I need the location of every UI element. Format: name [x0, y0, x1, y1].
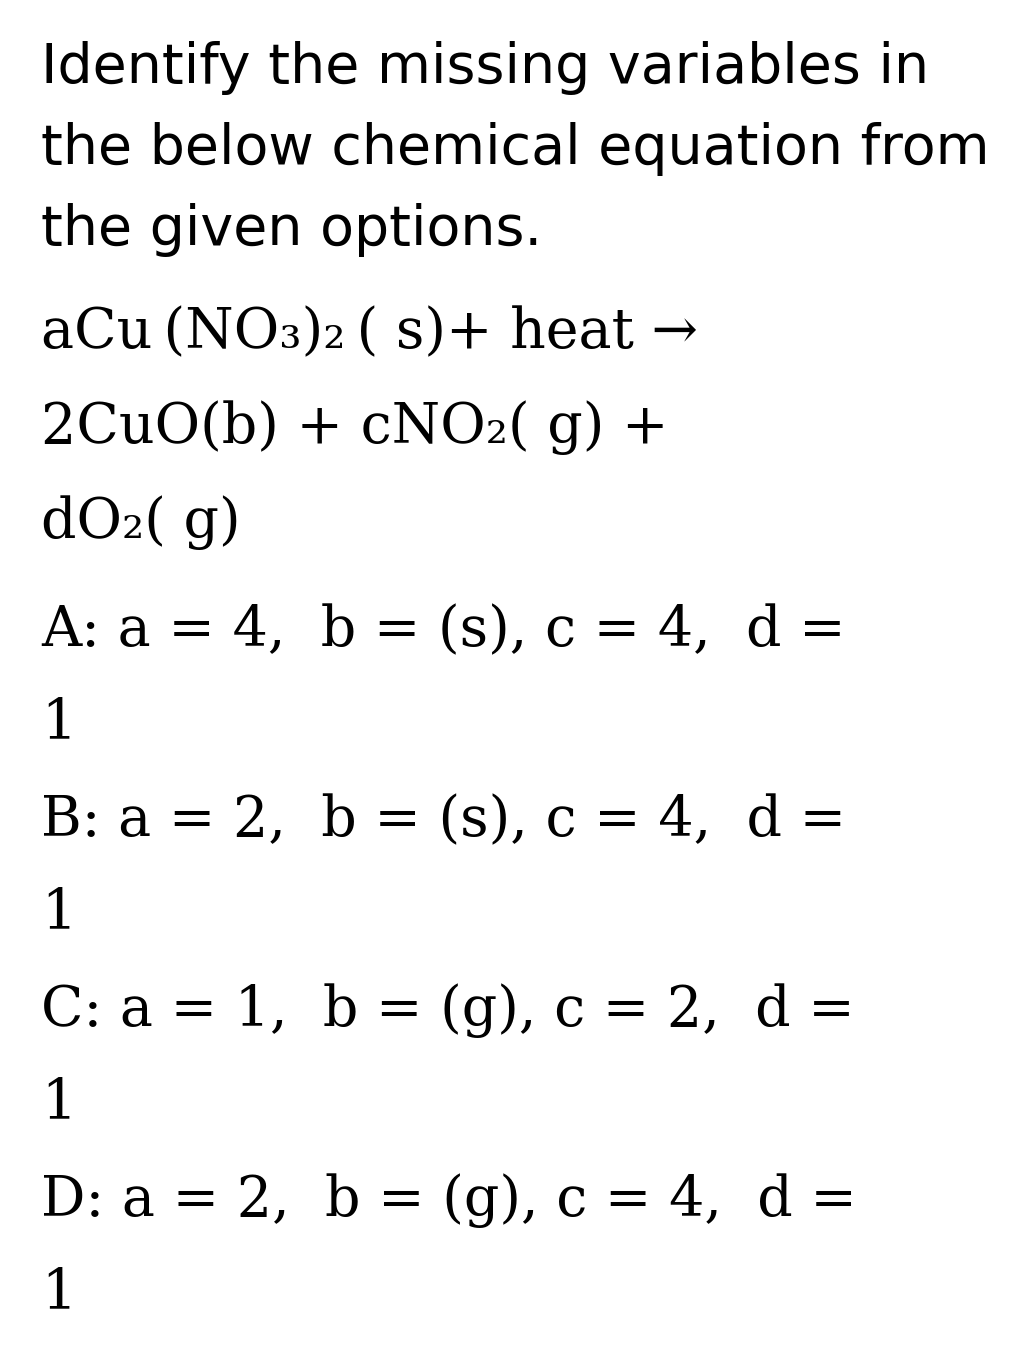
Text: 1: 1: [41, 696, 77, 750]
Text: Identify the missing variables in: Identify the missing variables in: [41, 41, 930, 95]
Text: the below chemical equation from: the below chemical equation from: [41, 122, 990, 176]
Text: 2CuO(b) + cNO₂( g) +: 2CuO(b) + cNO₂( g) +: [41, 400, 669, 454]
Text: D: a = 2,  b = (g), c = 4,  d =: D: a = 2, b = (g), c = 4, d =: [41, 1173, 857, 1227]
Text: aCu (NO₃)₂ ( s)+ heat →: aCu (NO₃)₂ ( s)+ heat →: [41, 305, 698, 359]
Text: A: a = 4,  b = (s), c = 4,  d =: A: a = 4, b = (s), c = 4, d =: [41, 603, 846, 658]
Text: dO₂( g): dO₂( g): [41, 495, 241, 549]
Text: 1: 1: [41, 1265, 77, 1319]
Text: C: a = 1,  b = (g), c = 2,  d =: C: a = 1, b = (g), c = 2, d =: [41, 983, 855, 1037]
Text: the given options.: the given options.: [41, 203, 543, 258]
Text: 1: 1: [41, 1075, 77, 1130]
Text: 1: 1: [41, 885, 77, 940]
Text: B: a = 2,  b = (s), c = 4,  d =: B: a = 2, b = (s), c = 4, d =: [41, 793, 847, 848]
